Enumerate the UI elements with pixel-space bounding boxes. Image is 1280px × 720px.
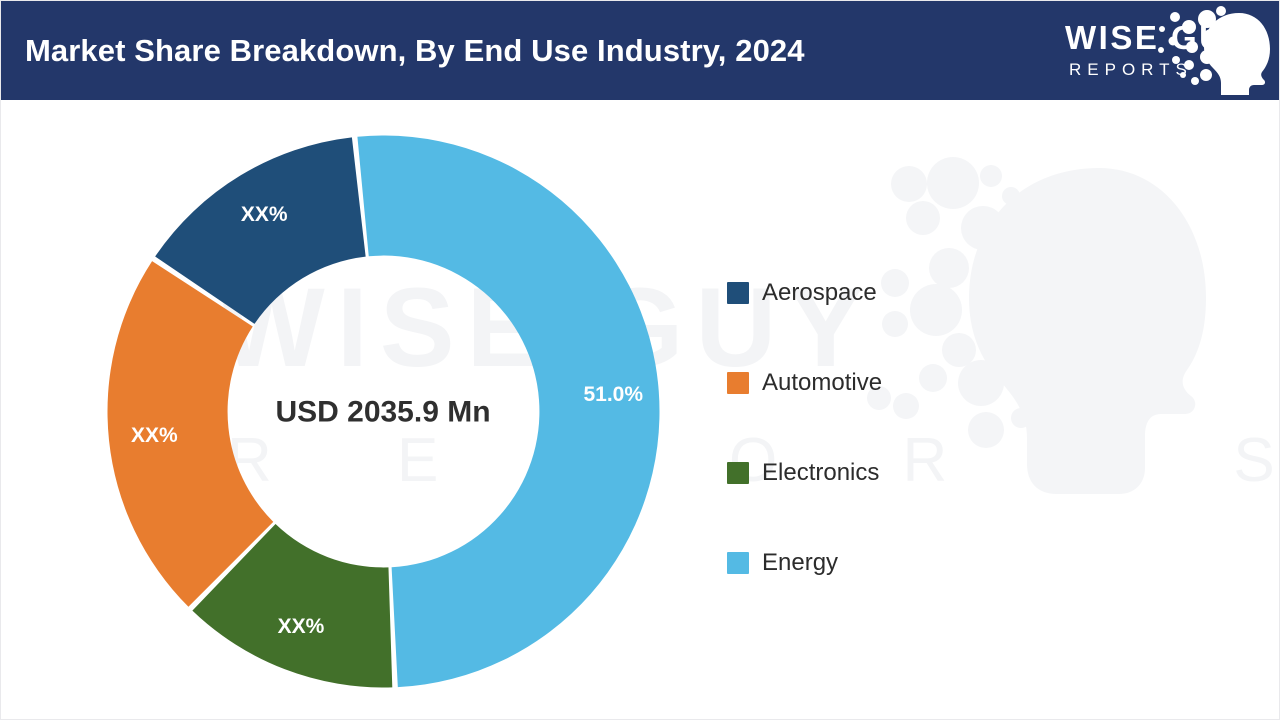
legend-item-automotive[interactable]: Automotive: [727, 338, 1027, 428]
brand-logo: WISE GUY REPORTS: [1061, 5, 1273, 95]
donut-chart: 51.0% XX% XX% XX% USD 2035.9 Mn: [107, 135, 660, 688]
slice-label-energy: 51.0%: [583, 383, 643, 406]
legend-swatch-electronics: [727, 462, 749, 484]
logo-head-icon: [1158, 6, 1270, 95]
logo-line2-text: REPORTS: [1069, 60, 1193, 79]
legend-label-aerospace: Aerospace: [762, 279, 877, 306]
wise-guy-reports-logo-icon: WISE GUY REPORTS: [1065, 6, 1270, 95]
legend-swatch-automotive: [727, 372, 749, 394]
legend-item-aerospace[interactable]: Aerospace: [727, 248, 1027, 338]
legend-item-electronics[interactable]: Electronics: [727, 428, 1027, 518]
donut-center-label: USD 2035.9 Mn: [275, 396, 490, 429]
legend-label-electronics: Electronics: [762, 459, 880, 486]
slice-labels: 51.0% XX% XX% XX%: [131, 203, 643, 638]
chart-area: WISE GUY R E P O R T S: [1, 100, 1279, 719]
slice-label-electronics: XX%: [278, 615, 325, 638]
slice-electronics[interactable]: [192, 524, 393, 688]
legend-swatch-energy: [727, 552, 749, 574]
donut-slices: [107, 135, 660, 688]
legend-label-energy: Energy: [762, 549, 839, 576]
slice-automotive[interactable]: [107, 261, 274, 607]
slice-label-aerospace: XX%: [241, 203, 288, 226]
chart-legend: Aerospace Automotive Electronics Energy: [727, 248, 1027, 608]
page-title: Market Share Breakdown, By End Use Indus…: [25, 32, 805, 68]
legend-swatch-aerospace: [727, 282, 749, 304]
legend-label-automotive: Automotive: [762, 369, 883, 396]
slice-label-automotive: XX%: [131, 424, 178, 447]
legend-item-energy[interactable]: Energy: [727, 518, 1027, 608]
slice-aerospace[interactable]: [155, 137, 366, 324]
slice-energy[interactable]: [357, 135, 660, 688]
page-header: Market Share Breakdown, By End Use Indus…: [1, 1, 1279, 100]
